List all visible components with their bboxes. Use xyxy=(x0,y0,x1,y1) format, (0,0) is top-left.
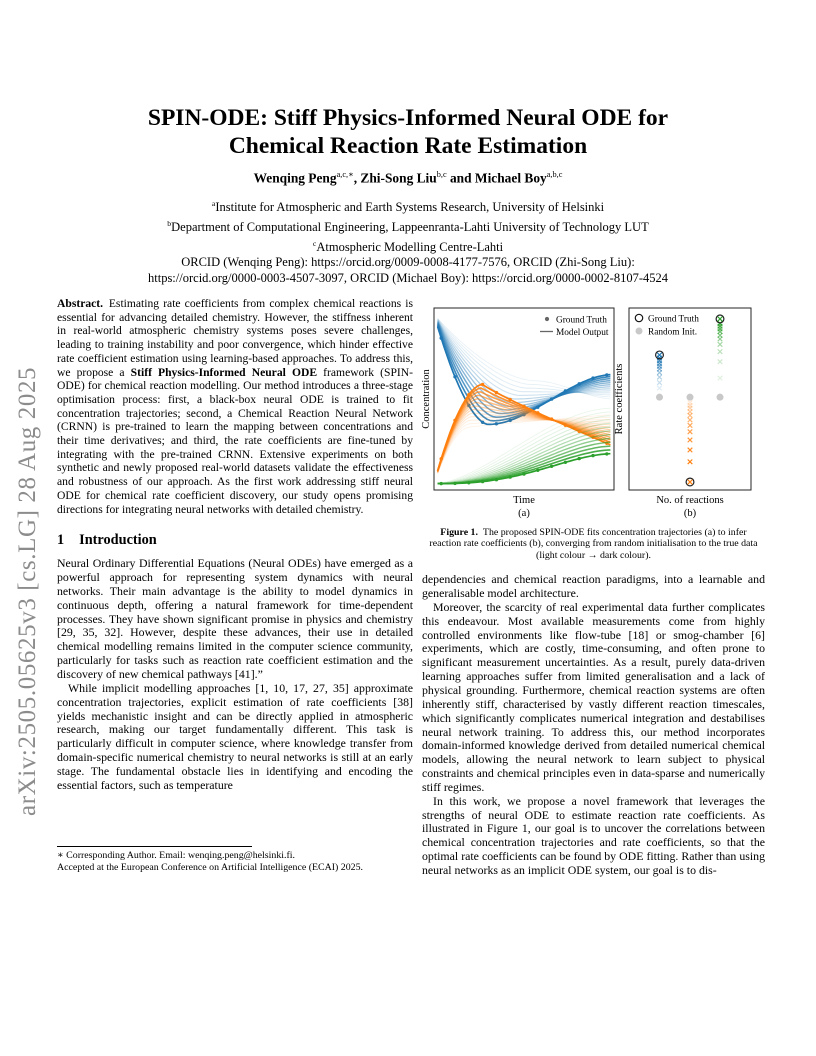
orcid-line-2: https://orcid.org/0000-0003-4507-3097, O… xyxy=(148,270,668,285)
figure1-panels: Ground Truth Model Output Time (a) Concentra… xyxy=(422,306,765,520)
arxiv-watermark: arXiv:2505.05625v3 [cs.LG] 28 Aug 2025 xyxy=(14,366,41,816)
section-heading-introduction: 1 Introduction xyxy=(57,532,413,549)
footnote-block: ∗ Corresponding Author. Email: wenqing.p… xyxy=(57,846,413,875)
section-number: 1 xyxy=(57,532,65,549)
paper-title: SPIN-ODE: Stiff Physics-Informed Neural … xyxy=(48,104,768,160)
svg-text:Random Init.: Random Init. xyxy=(648,328,697,338)
left-column: Abstract. Estimating rate coefficients f… xyxy=(57,297,413,897)
paper-header: SPIN-ODE: Stiff Physics-Informed Neural … xyxy=(48,104,768,286)
svg-text:Time: Time xyxy=(513,495,535,506)
figure1-caption: Figure 1. The proposed SPIN-ODE fits con… xyxy=(429,527,758,561)
affiliation-b: bDepartment of Computational Engineering… xyxy=(167,219,649,235)
figure1-panel-a: Ground Truth Model Output Time (a) Concentra… xyxy=(422,307,615,519)
svg-text:Ground Truth: Ground Truth xyxy=(556,316,607,326)
abstract-paragraph: Abstract. Estimating rate coefficients f… xyxy=(57,297,413,516)
body-paragraph-in-this-work: In this work, we propose a novel framewo… xyxy=(422,793,765,877)
svg-text:(a): (a) xyxy=(518,508,530,519)
orcid-line-1: ORCID (Wenqing Peng): https://orcid.org/… xyxy=(181,255,635,270)
svg-text:Concentration: Concentration xyxy=(422,369,432,429)
svg-text:Model Output: Model Output xyxy=(556,328,609,338)
footnote-rule xyxy=(57,846,252,847)
authors-line: Wenqing Penga,c,∗, Zhi-Song Liub,c and M… xyxy=(253,170,563,186)
right-column-text: dependencies and chemical reaction parad… xyxy=(422,572,765,878)
affiliation-c: cAtmospheric Modelling Centre-Lahti xyxy=(312,238,504,254)
affiliations-block: aInstitute for Atmospheric and Earth Sys… xyxy=(48,196,768,286)
body-paragraph-continuation: dependencies and chemical reaction parad… xyxy=(422,572,765,601)
svg-text:Rate coefficients: Rate coefficients xyxy=(615,364,625,435)
svg-text:(b): (b) xyxy=(684,508,697,519)
figure-1: Ground Truth Model Output Time (a) Concentra… xyxy=(422,306,765,561)
figure1-panel-b: Ground Truth Random Init. No. of reactions… xyxy=(615,307,752,519)
affiliation-a: aInstitute for Atmospheric and Earth Sys… xyxy=(211,199,605,215)
footnote-corresponding-author: ∗ Corresponding Author. Email: wenqing.p… xyxy=(57,850,295,861)
body-paragraph-moreover: Moreover, the scarcity of real experimen… xyxy=(422,599,765,794)
two-column-body: Abstract. Estimating rate coefficients f… xyxy=(57,297,765,897)
title-line-2: Chemical Reaction Rate Estimation xyxy=(228,133,588,159)
intro-paragraph-2: While implicit modelling approaches [1, … xyxy=(57,680,413,792)
svg-text:No. of reactions: No. of reactions xyxy=(656,495,723,506)
right-column: Ground Truth Model Output Time (a) Concentra… xyxy=(422,297,765,897)
section-title: Introduction xyxy=(79,532,157,549)
title-line-1: SPIN-ODE: Stiff Physics-Informed Neural … xyxy=(147,105,669,131)
svg-text:Ground Truth: Ground Truth xyxy=(648,315,699,325)
footnote-accepted-note: Accepted at the European Conference on A… xyxy=(57,862,363,874)
intro-paragraph-1: Neural Ordinary Differential Equations (… xyxy=(57,556,413,681)
